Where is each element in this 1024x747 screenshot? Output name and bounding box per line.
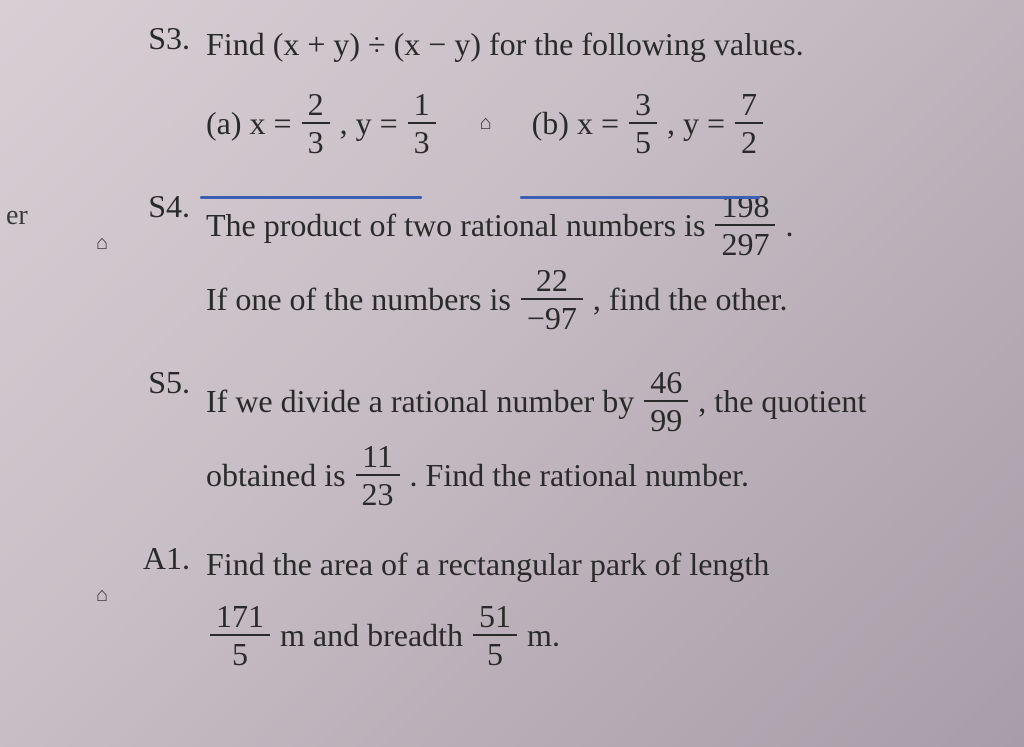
s4-line1: The product of two rational numbers is 1… — [206, 188, 793, 262]
frac-51-5: 51 5 — [473, 598, 517, 672]
frac-num: 11 — [356, 438, 399, 474]
s5-line2a: obtained is — [206, 451, 346, 499]
a1-line2: 171 5 m and breadth 51 5 m. — [206, 598, 560, 672]
problem-body: Find the area of a rectangular park of l… — [206, 540, 984, 672]
problem-number: S4. — [120, 188, 206, 225]
problem-s3: S3. Find (x + y) ÷ (x − y) for the follo… — [120, 20, 984, 160]
frac-num: 198 — [715, 188, 775, 224]
s5-line2b: . Find the rational number. — [410, 451, 750, 499]
frac-den: 3 — [408, 124, 436, 160]
s5-text1: If we divide a rational number by — [206, 377, 634, 425]
s3-part-a: (a) x = 2 3 , y = 1 3 — [206, 86, 440, 160]
frac-den: 23 — [356, 476, 400, 512]
problem-s4: ⌂ S4. The product of two rational number… — [120, 188, 984, 336]
frac-num: 51 — [473, 598, 517, 634]
frac-den: 5 — [629, 124, 657, 160]
page: er S3. Find (x + y) ÷ (x − y) for the fo… — [0, 0, 1024, 747]
frac-22-m97: 22 −97 — [521, 262, 583, 336]
den-val: 97 — [545, 300, 577, 336]
part-label: (b) — [532, 99, 569, 147]
frac-den: −97 — [521, 300, 583, 336]
problem-body: The product of two rational numbers is 1… — [206, 188, 984, 336]
frac-den: 5 — [226, 636, 254, 672]
home-icon: ⌂ — [96, 584, 108, 607]
frac-1-3: 1 3 — [408, 86, 436, 160]
s4-line2a: If one of the numbers is — [206, 275, 511, 323]
s3-sub-row: (a) x = 2 3 , y = 1 3 — [206, 86, 984, 160]
frac-3-5: 3 5 — [629, 86, 657, 160]
frac-den: 3 — [302, 124, 330, 160]
y-eq: , y = — [340, 99, 398, 147]
frac-num: 171 — [210, 598, 270, 634]
s5-line1: If we divide a rational number by 46 99 … — [206, 364, 866, 438]
s3-part-b: (b) x = 3 5 , y = 7 2 — [532, 86, 767, 160]
frac-den: 2 — [735, 124, 763, 160]
frac-num: 7 — [735, 86, 763, 122]
problem-body: If we divide a rational number by 46 99 … — [206, 364, 984, 512]
s3b-expr: x = 3 5 , y = 7 2 — [577, 86, 767, 160]
frac-num: 46 — [644, 364, 688, 400]
home-icon: ⌂ — [480, 108, 492, 138]
a1-unit2: m. — [527, 611, 560, 659]
problem-number: A1. — [120, 540, 206, 577]
s4-text2: . — [785, 201, 793, 249]
s3a-expr: x = 2 3 , y = 1 3 — [250, 86, 440, 160]
x-eq: x = — [250, 99, 292, 147]
a1-text1: Find the area of a rectangular park of l… — [206, 546, 769, 582]
frac-171-5: 171 5 — [210, 598, 270, 672]
x-eq: x = — [577, 99, 619, 147]
underline-b — [520, 196, 760, 199]
s4-line2: If one of the numbers is 22 −97 , find t… — [206, 262, 787, 336]
neg-sign: − — [527, 300, 545, 336]
frac-7-2: 7 2 — [735, 86, 763, 160]
frac-num: 22 — [530, 262, 574, 298]
s4-line2b: , find the other. — [593, 275, 788, 323]
frac-num: 1 — [408, 86, 436, 122]
frac-den: 5 — [481, 636, 509, 672]
problem-s5: S5. If we divide a rational number by 46… — [120, 364, 984, 512]
frac-num: 2 — [302, 86, 330, 122]
home-icon: ⌂ — [96, 232, 108, 255]
s3-statement: Find (x + y) ÷ (x − y) for the following… — [206, 20, 984, 68]
frac-2-3: 2 3 — [302, 86, 330, 160]
problem-number: S3. — [120, 20, 206, 57]
side-label: er — [6, 200, 28, 232]
part-label: (a) — [206, 99, 242, 147]
problem-number: S5. — [120, 364, 206, 401]
s4-text1: The product of two rational numbers is — [206, 201, 705, 249]
frac-11-23: 11 23 — [356, 438, 400, 512]
s5-text2: , the quotient — [698, 377, 866, 425]
underline-a — [200, 196, 422, 199]
problem-a1: ⌂ A1. Find the area of a rectangular par… — [120, 540, 984, 672]
problem-body: Find (x + y) ÷ (x − y) for the following… — [206, 20, 984, 160]
frac-den: 99 — [644, 402, 688, 438]
s5-line2: obtained is 11 23 . Find the rational nu… — [206, 438, 749, 512]
frac-den: 297 — [715, 226, 775, 262]
frac-num: 3 — [629, 86, 657, 122]
a1-unit1: m and breadth — [280, 611, 463, 659]
y-eq: , y = — [667, 99, 725, 147]
frac-46-99: 46 99 — [644, 364, 688, 438]
frac-198-297: 198 297 — [715, 188, 775, 262]
